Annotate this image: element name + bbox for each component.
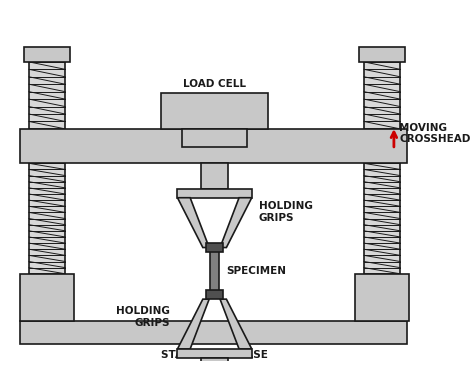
Text: HOLDING
GRIPS: HOLDING GRIPS (259, 201, 313, 223)
Bar (364, 163, 400, 274)
Bar (29, 62, 65, 129)
Bar (25, 47, 70, 62)
Polygon shape (220, 198, 252, 247)
Bar (359, 47, 405, 62)
Bar (161, 93, 268, 129)
Bar (20, 129, 408, 163)
Text: STATIONARY BASE: STATIONARY BASE (161, 350, 268, 360)
Bar (177, 189, 252, 198)
Bar (355, 274, 409, 321)
Polygon shape (220, 299, 252, 349)
Bar (201, 358, 228, 378)
Bar (196, 378, 234, 379)
Bar (182, 129, 247, 147)
Bar (177, 349, 252, 358)
Bar (20, 321, 408, 345)
Bar (29, 163, 65, 274)
Bar (207, 290, 223, 299)
Bar (207, 243, 223, 252)
Polygon shape (177, 198, 209, 247)
Text: SPECIMEN: SPECIMEN (227, 266, 286, 276)
Bar (201, 163, 228, 189)
Bar (20, 274, 74, 321)
Text: HOLDING
GRIPS: HOLDING GRIPS (116, 307, 170, 328)
Bar (364, 62, 400, 129)
Text: MOVING
CROSSHEAD: MOVING CROSSHEAD (399, 123, 471, 144)
Bar (210, 247, 219, 294)
Polygon shape (177, 299, 209, 349)
Text: LOAD CELL: LOAD CELL (183, 79, 246, 89)
